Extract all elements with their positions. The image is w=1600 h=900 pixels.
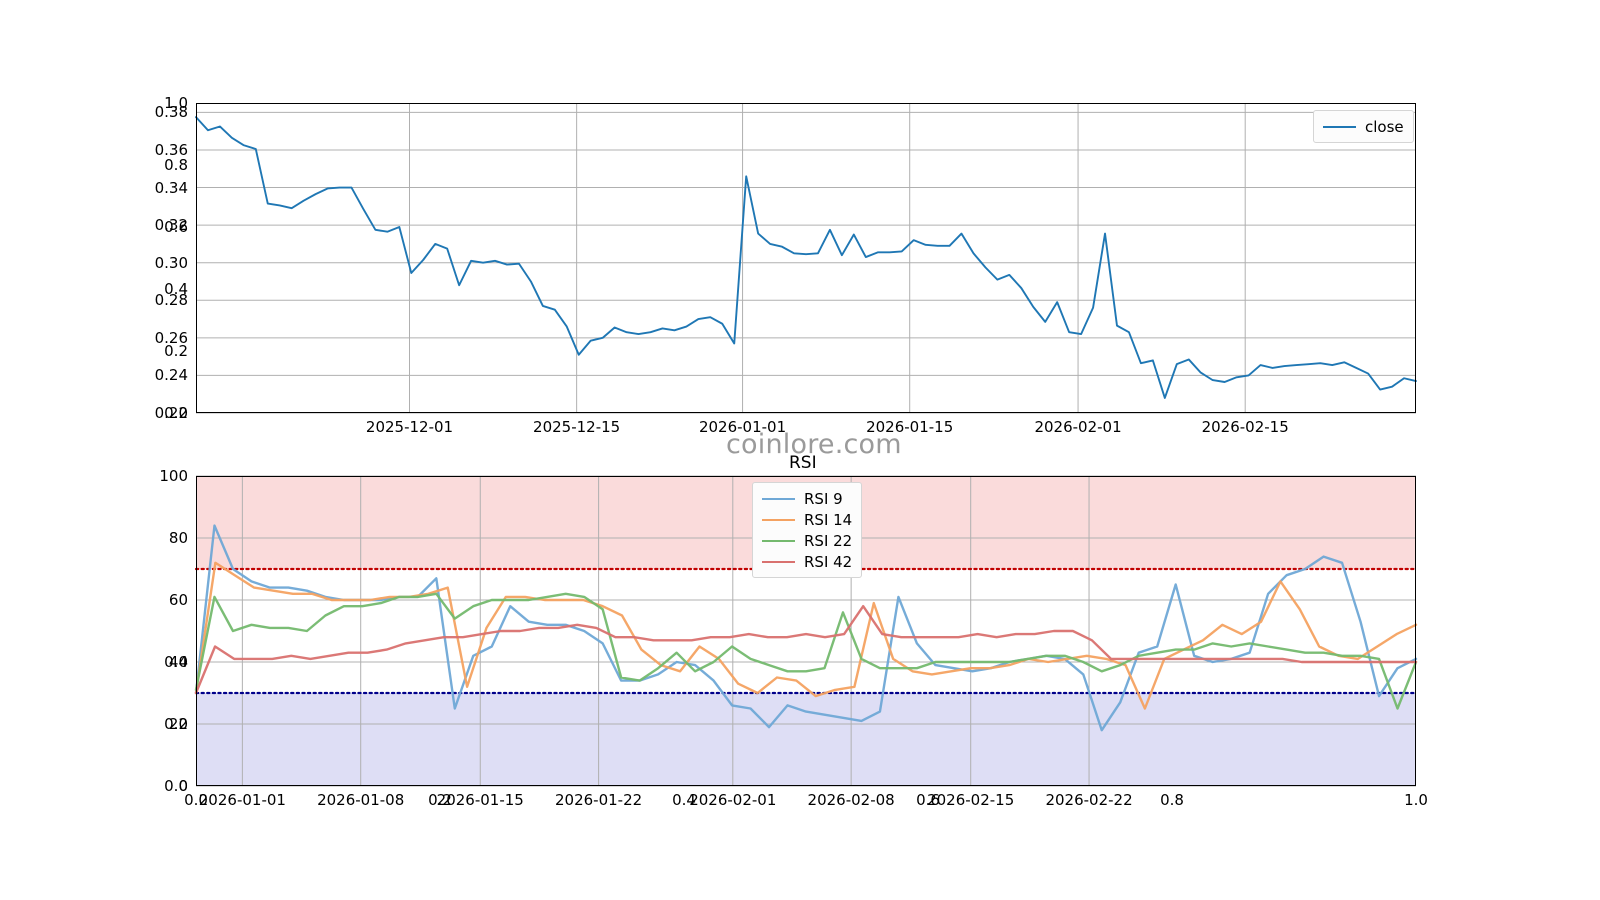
price-plot — [195, 103, 1417, 414]
price-x-tick: 2026-02-01 — [1034, 418, 1122, 436]
rsi-y-tick: 40 — [168, 653, 188, 671]
price-y-tick: 0.32 — [154, 216, 188, 235]
price-y-tick: 0.34 — [154, 178, 188, 197]
price-y-tick: 0.36 — [154, 140, 188, 159]
rsi-x-tick: 2026-02-22 — [1045, 791, 1133, 809]
price-y-tick: 0.24 — [154, 366, 188, 385]
rsi-x-tick-secondary: 0.2 — [428, 791, 452, 809]
rsi-x-tick: 2026-01-15 — [436, 791, 524, 809]
price-y-tick: 0.30 — [154, 253, 188, 272]
price-y-tick: 0.26 — [154, 328, 188, 347]
rsi-legend: RSI 9 RSI 14 RSI 22 RSI 42 — [752, 482, 863, 578]
price-legend: close — [1313, 110, 1414, 143]
rsi-x-tick-secondary: 0.0 — [184, 791, 208, 809]
price-y-tick: 0.28 — [154, 291, 188, 310]
rsi-x-tick: 2026-01-08 — [317, 791, 405, 809]
legend-item-close: close — [1323, 116, 1404, 137]
watermark: coinlore.com — [726, 429, 902, 460]
rsi-y-tick-secondary: 0.0 — [164, 777, 188, 795]
price-y-tick: 0.38 — [154, 103, 188, 122]
rsi-x-tick-secondary: 1.0 — [1404, 791, 1428, 809]
rsi-x-tick: 2026-02-08 — [807, 791, 895, 809]
price-y-tick-secondary: 0.0 — [164, 404, 188, 422]
legend-item-rsi-22: RSI 22 — [762, 530, 852, 551]
price-x-tick: 2026-02-15 — [1201, 418, 1289, 436]
price-y-tick-secondary: 0.2 — [164, 342, 188, 360]
legend-line-rsi-14 — [762, 518, 795, 521]
rsi-x-tick-secondary: 0.8 — [1160, 791, 1184, 809]
rsi-x-tick-secondary: 0.4 — [672, 791, 696, 809]
rsi-x-tick: 2026-02-15 — [927, 791, 1015, 809]
legend-label-rsi-14: RSI 14 — [804, 510, 853, 529]
legend-label-rsi-42: RSI 42 — [804, 552, 853, 571]
rsi-x-tick: 2026-01-01 — [198, 791, 286, 809]
legend-item-rsi-9: RSI 9 — [762, 488, 852, 509]
price-y-tick-secondary: 1.0 — [164, 94, 188, 112]
price-y-tick-secondary: 0.8 — [164, 156, 188, 174]
legend-line-close — [1323, 125, 1356, 128]
legend-item-rsi-42: RSI 42 — [762, 551, 852, 572]
price-chart-panel — [195, 103, 1417, 414]
rsi-y-tick-secondary: 0.4 — [164, 653, 188, 671]
rsi-y-tick: 100 — [159, 467, 188, 485]
rsi-y-tick-secondary: 0.2 — [164, 715, 188, 733]
legend-label-rsi-9: RSI 9 — [804, 489, 843, 508]
price-y-tick: 0.22 — [154, 404, 188, 422]
rsi-axes-frame — [196, 476, 1416, 786]
rsi-x-tick: 2026-01-22 — [555, 791, 643, 809]
legend-label-rsi-22: RSI 22 — [804, 531, 853, 550]
legend-line-rsi-9 — [762, 497, 795, 500]
rsi-y-tick: 20 — [168, 715, 188, 733]
rsi-panel-title: RSI — [789, 453, 817, 473]
rsi-x-tick-secondary: 0.6 — [916, 791, 940, 809]
price-y-tick-secondary: 0.6 — [164, 218, 188, 236]
rsi-y-tick: 0 — [178, 777, 188, 795]
price-x-tick: 2025-12-15 — [533, 418, 621, 436]
legend-item-rsi-14: RSI 14 — [762, 509, 852, 530]
rsi-x-tick: 2026-02-01 — [689, 791, 777, 809]
legend-line-rsi-42 — [762, 560, 795, 563]
price-x-tick: 2025-12-01 — [365, 418, 454, 436]
price-y-tick-secondary: 0.4 — [164, 280, 188, 298]
legend-line-rsi-22 — [762, 539, 795, 542]
price-axes-frame — [196, 103, 1416, 413]
price-x-tick: 2026-01-01 — [698, 418, 787, 436]
legend-label-close: close — [1365, 117, 1404, 136]
price-x-tick: 2026-01-15 — [866, 418, 954, 436]
rsi-y-tick: 60 — [168, 591, 188, 609]
rsi-y-tick: 80 — [168, 529, 188, 547]
